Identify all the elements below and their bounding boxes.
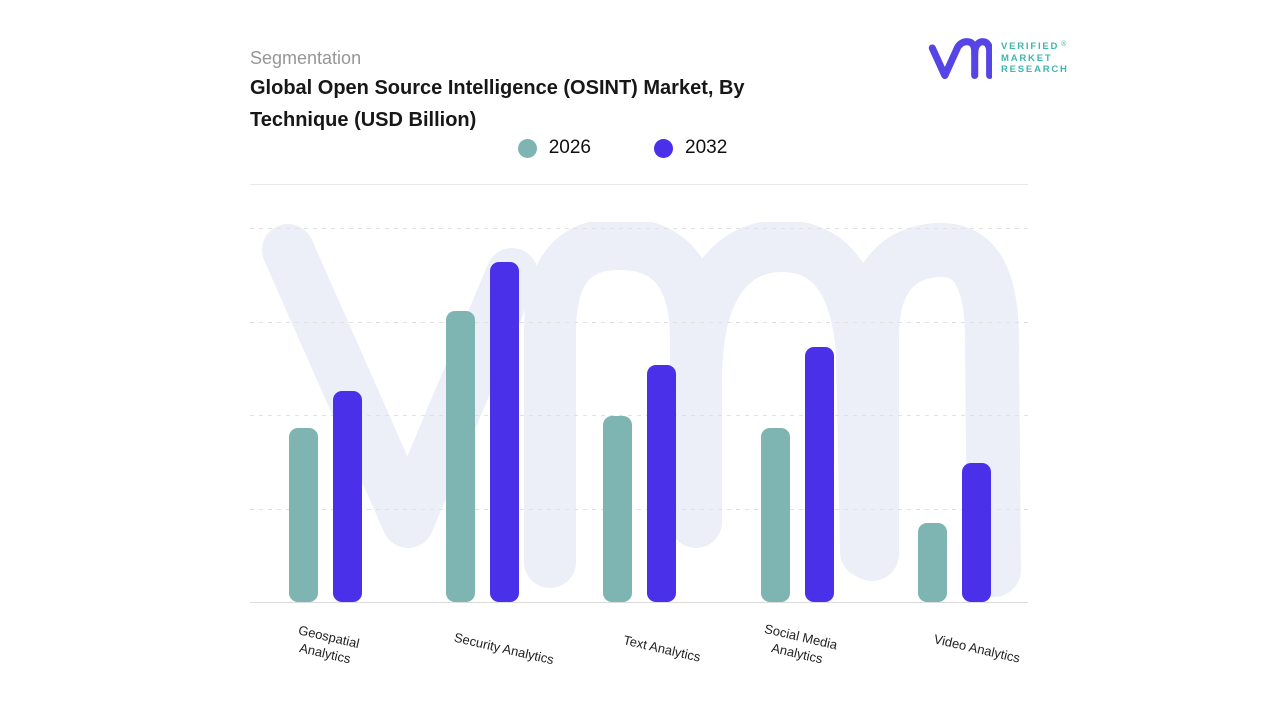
registered-mark: ® [1061, 41, 1067, 48]
legend-dot-2026 [517, 138, 537, 158]
chart-title-line1: Global Open Source Intelligence (OSINT) … [250, 77, 745, 99]
gridline [250, 508, 1028, 510]
x-label-geospatial-analytics: Geospatial Analytics [296, 622, 361, 667]
legend-label-2026: 2026 [548, 137, 591, 158]
chart-title-line2: Technique (USD Billion) [250, 109, 477, 131]
bar-2026-video-analytics [918, 523, 948, 602]
gridline [250, 321, 1028, 323]
chart-legend: 2026 2032 [250, 136, 1028, 160]
bar-2032-text-analytics [647, 365, 677, 602]
logo-word-research: RESEARCH [1001, 64, 1069, 75]
chart-title: Global Open Source Intelligence (OSINT) … [250, 72, 890, 136]
vmr-logo-text: VERIFIED ® MARKET RESEARCH [1001, 36, 1069, 75]
vmr-logo: VERIFIED ® MARKET RESEARCH [926, 36, 1069, 82]
logo-word-verified: VERIFIED ® [1001, 41, 1067, 52]
vmr-logo-mark [928, 38, 992, 80]
legend-label-2032: 2032 [685, 137, 728, 158]
bar-2026-social-media-analytics [760, 428, 790, 602]
bar-2032-security-analytics [489, 262, 519, 602]
legend-dot-2032 [654, 138, 673, 158]
legend-item-2032: 2032 [654, 137, 727, 159]
plot-area [250, 228, 1028, 603]
legend-item-2026: 2026 [517, 137, 591, 159]
bar-2026-text-analytics [603, 416, 633, 602]
logo-word-market: MARKET [1001, 53, 1053, 64]
bar-2032-geospatial-analytics [332, 391, 362, 602]
header-divider [250, 184, 1028, 185]
x-label-social-media-analytics: Social Media Analytics [763, 621, 840, 667]
x-axis-labels: Geospatial Analytics Security Analytics Tex… [250, 602, 1028, 712]
bar-2026-geospatial-analytics [288, 428, 318, 602]
vmr-watermark [262, 222, 1021, 597]
x-label-security-analytics: Security Analytics [453, 629, 556, 668]
x-label-text-analytics: Text Analytics [621, 632, 702, 665]
x-label-video-analytics: Video Analytics [932, 631, 1022, 666]
bar-2026-security-analytics [445, 311, 475, 602]
bar-2032-social-media-analytics [804, 347, 834, 602]
section-label: Segmentation [250, 48, 362, 68]
bar-2032-video-analytics [962, 463, 992, 602]
gridline [250, 228, 1028, 229]
gridline [250, 415, 1028, 416]
